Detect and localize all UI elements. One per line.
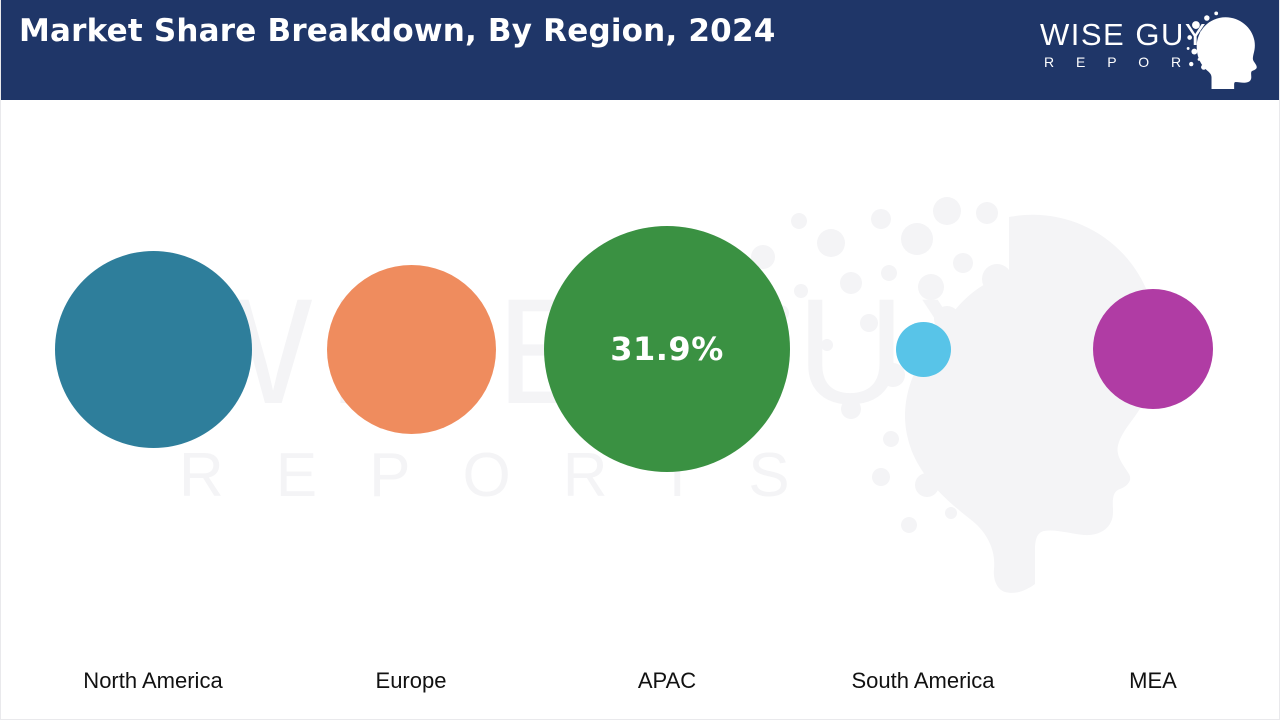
category-label-europe: Europe (375, 668, 447, 693)
category-label-mea: MEA (1129, 668, 1177, 693)
brand-logo: WISE GUY R E P O R T S (1038, 11, 1263, 89)
header-band: Market Share Breakdown, By Region, 2024 … (1, 0, 1279, 100)
bubble-apac[interactable]: 31.9% (544, 226, 790, 472)
category-label-layer: North America Europe APAC South America MEA (1, 100, 1279, 719)
category-label-north-america: North America (83, 668, 223, 693)
chart-plot-area: WISE GUY REPORTS (1, 100, 1279, 719)
bubble-north-america[interactable] (54, 250, 252, 448)
category-label-apac: APAC (637, 668, 697, 693)
page-title: Market Share Breakdown, By Region, 2024 (19, 13, 776, 49)
logo-wordmark: WISE GUY (1040, 17, 1208, 52)
bubble-value-label: 31.9% (610, 330, 724, 368)
bubble-europe[interactable] (326, 264, 496, 434)
category-label-south-america: South America (851, 668, 995, 693)
logo-subword: R E P O R T S (1044, 54, 1252, 70)
dotted-head-profile-icon (1186, 11, 1257, 89)
